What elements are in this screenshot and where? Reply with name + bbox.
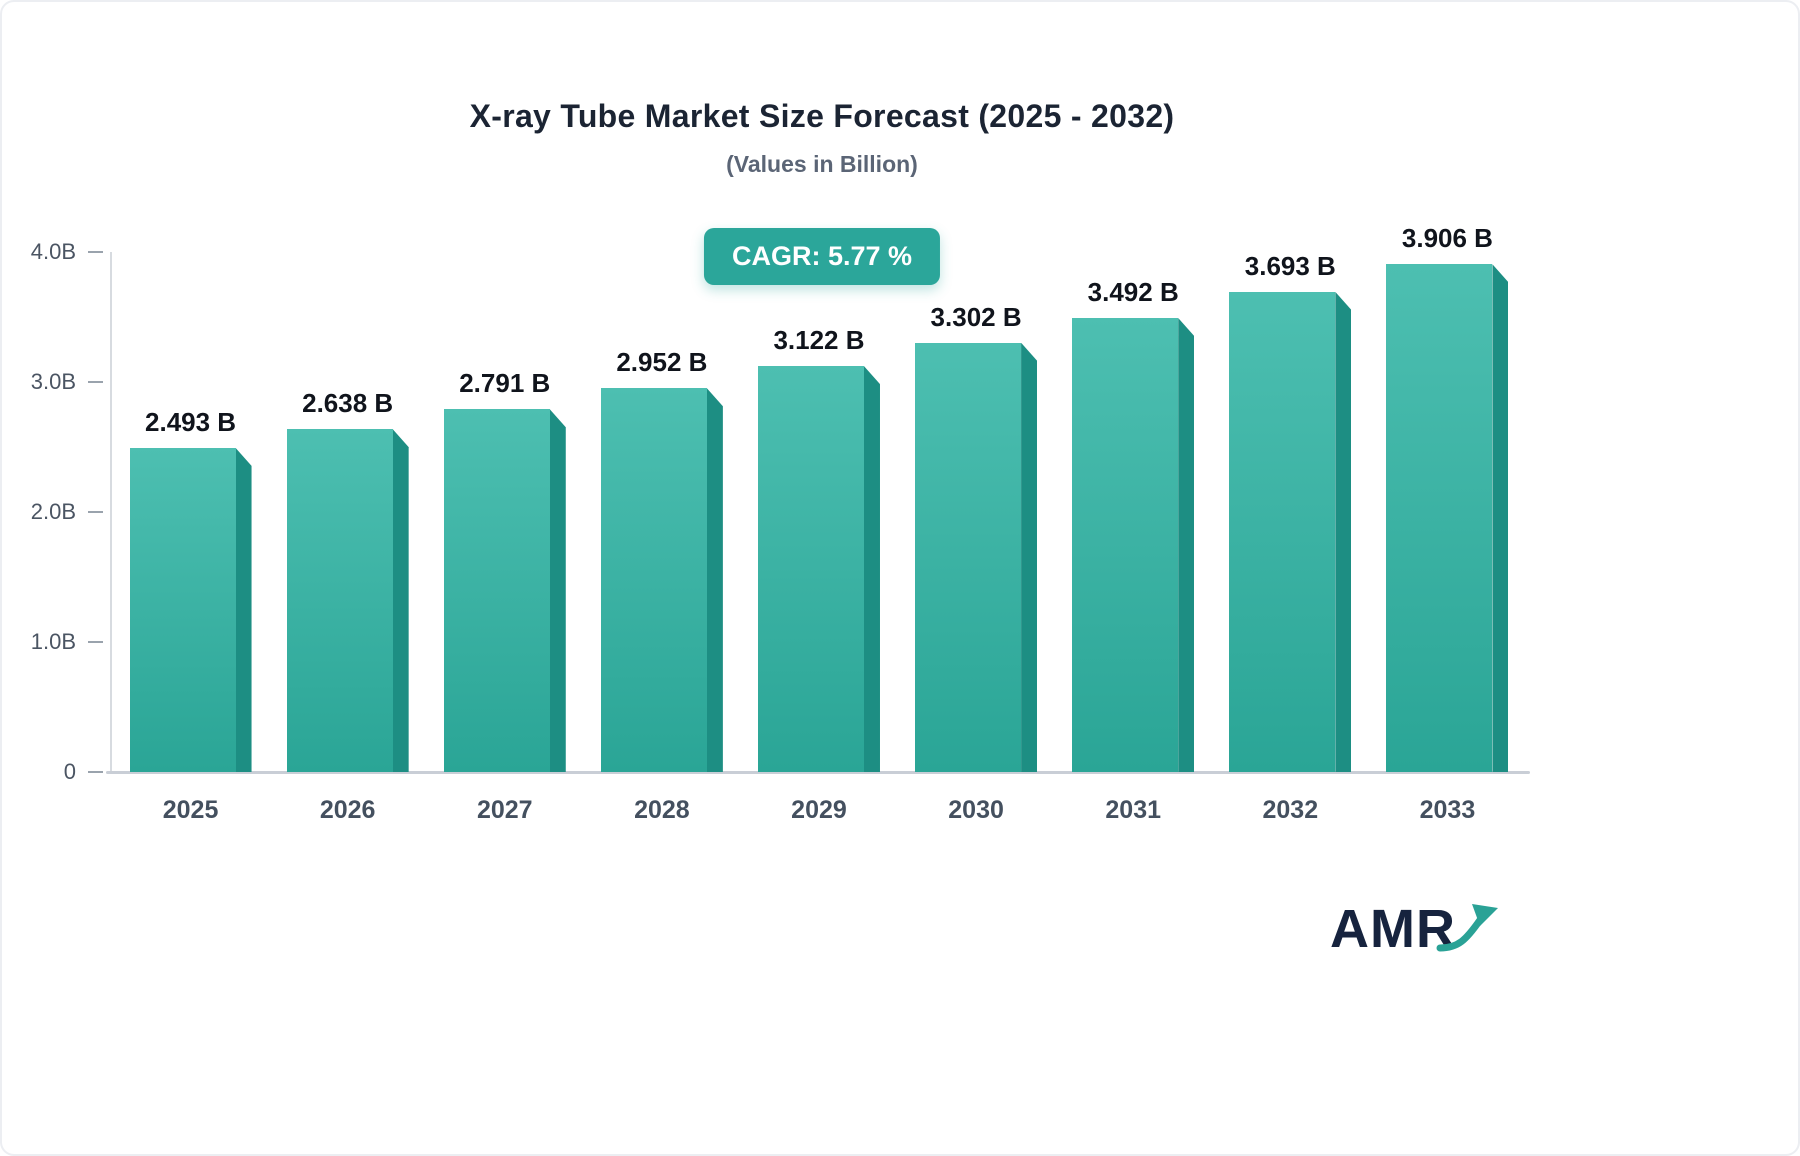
y-axis-line — [110, 252, 112, 773]
bar: 2.791 B — [443, 368, 566, 772]
bar-slot: 3.693 B — [1212, 251, 1369, 772]
cagr-badge: CAGR: 5.77 % — [703, 228, 941, 285]
bar-value-label: 3.693 B — [1244, 250, 1336, 281]
chart-title: X-ray Tube Market Size Forecast (2025 - … — [469, 98, 1175, 134]
bar: 3.492 B — [1072, 277, 1195, 772]
x-axis-line — [106, 771, 1530, 774]
bar-side-face — [1492, 264, 1509, 772]
bar-side-face — [235, 447, 252, 772]
bar: 2.638 B — [286, 388, 409, 772]
bar-face — [1229, 291, 1336, 772]
bar-slot: 2.791 B — [426, 252, 583, 772]
bars: 2.493 B 2.638 B 2.791 B 2.952 B 3.122 B 3.302… — [112, 223, 1526, 772]
y-tick-label: 0 — [63, 759, 76, 784]
bar-value-label: 3.492 B — [1087, 277, 1179, 307]
bar-side-face — [1178, 318, 1195, 772]
bar-side-face — [549, 409, 566, 772]
amr-logo-arrow-icon — [1436, 904, 1498, 952]
bar-side-face — [706, 388, 723, 772]
header: X-ray Tube Market Size Forecast (2025 - … — [2, 2, 1642, 178]
y-axis: 4.0B 3.0B 2.0B 1.0B 0 — [2, 239, 76, 784]
y-tick-label: 1.0B — [30, 629, 76, 654]
amr-logo: AMR — [1330, 898, 1510, 974]
bar-slot: 2.493 B — [112, 252, 269, 772]
bar-value-label: 3.906 B — [1401, 223, 1493, 254]
bar-value-label: 3.302 B — [930, 301, 1022, 332]
bar-side-face — [1021, 342, 1038, 772]
bar-side-face — [392, 429, 409, 772]
bar-face — [600, 388, 707, 772]
bar-slot: 3.302 B — [898, 252, 1055, 772]
bar: 3.693 B — [1229, 251, 1352, 772]
bar-face — [129, 447, 236, 772]
bar: 3.302 B — [915, 302, 1038, 772]
bar-value-label: 2.791 B — [459, 368, 551, 399]
x-tick-label: 2030 — [948, 796, 1004, 824]
x-tick-label: 2032 — [1262, 796, 1319, 824]
x-tick-label: 2029 — [791, 796, 847, 824]
chart-subtitle: (Values in Billion) — [726, 151, 918, 177]
x-tick-label: 2027 — [476, 796, 533, 824]
bar-face — [915, 342, 1022, 772]
bar-value-label: 2.493 B — [145, 406, 237, 437]
bar-side-face — [1335, 291, 1352, 772]
bar-face — [1072, 318, 1179, 772]
bar-face — [286, 429, 393, 772]
y-tick-mark — [88, 511, 103, 513]
bar-value-label: 2.952 B — [616, 347, 708, 378]
y-tick-label: 3.0B — [30, 369, 76, 394]
y-tick-mark — [88, 641, 103, 643]
x-tick-label: 2031 — [1105, 796, 1162, 824]
bar: 2.493 B — [129, 407, 252, 772]
y-tick-mark — [88, 251, 103, 253]
bar-slot: 2.638 B — [269, 252, 426, 772]
bar-side-face — [863, 366, 880, 772]
y-tick-mark — [88, 381, 103, 383]
x-tick-label: 2026 — [319, 796, 376, 824]
x-axis-labels: 2025 2026 2027 2028 2029 2030 2031 2032 2033 — [112, 796, 1526, 825]
bar-slot: 3.122 B — [740, 252, 897, 772]
bar: 3.122 B — [757, 325, 880, 772]
bar-value-label: 2.638 B — [302, 388, 394, 419]
x-tick-label: 2033 — [1419, 796, 1476, 824]
bar: 3.906 B — [1386, 223, 1509, 772]
bar-slot: 3.906 B — [1369, 223, 1526, 772]
y-tick-mark — [88, 771, 103, 773]
bar: 2.952 B — [600, 347, 723, 772]
amr-logo-text: AMR — [1330, 899, 1456, 959]
x-tick-label: 2028 — [634, 796, 690, 824]
bar-slot: 3.492 B — [1055, 252, 1212, 772]
bar-value-label: 3.122 B — [773, 325, 865, 356]
bar-face — [757, 366, 864, 772]
y-tick-label: 4.0B — [30, 239, 76, 264]
bar-face — [1386, 264, 1493, 772]
bar-face — [443, 409, 550, 772]
bar-slot: 2.952 B — [583, 252, 740, 772]
y-tick-label: 2.0B — [30, 499, 76, 524]
x-tick-label: 2025 — [162, 796, 219, 824]
